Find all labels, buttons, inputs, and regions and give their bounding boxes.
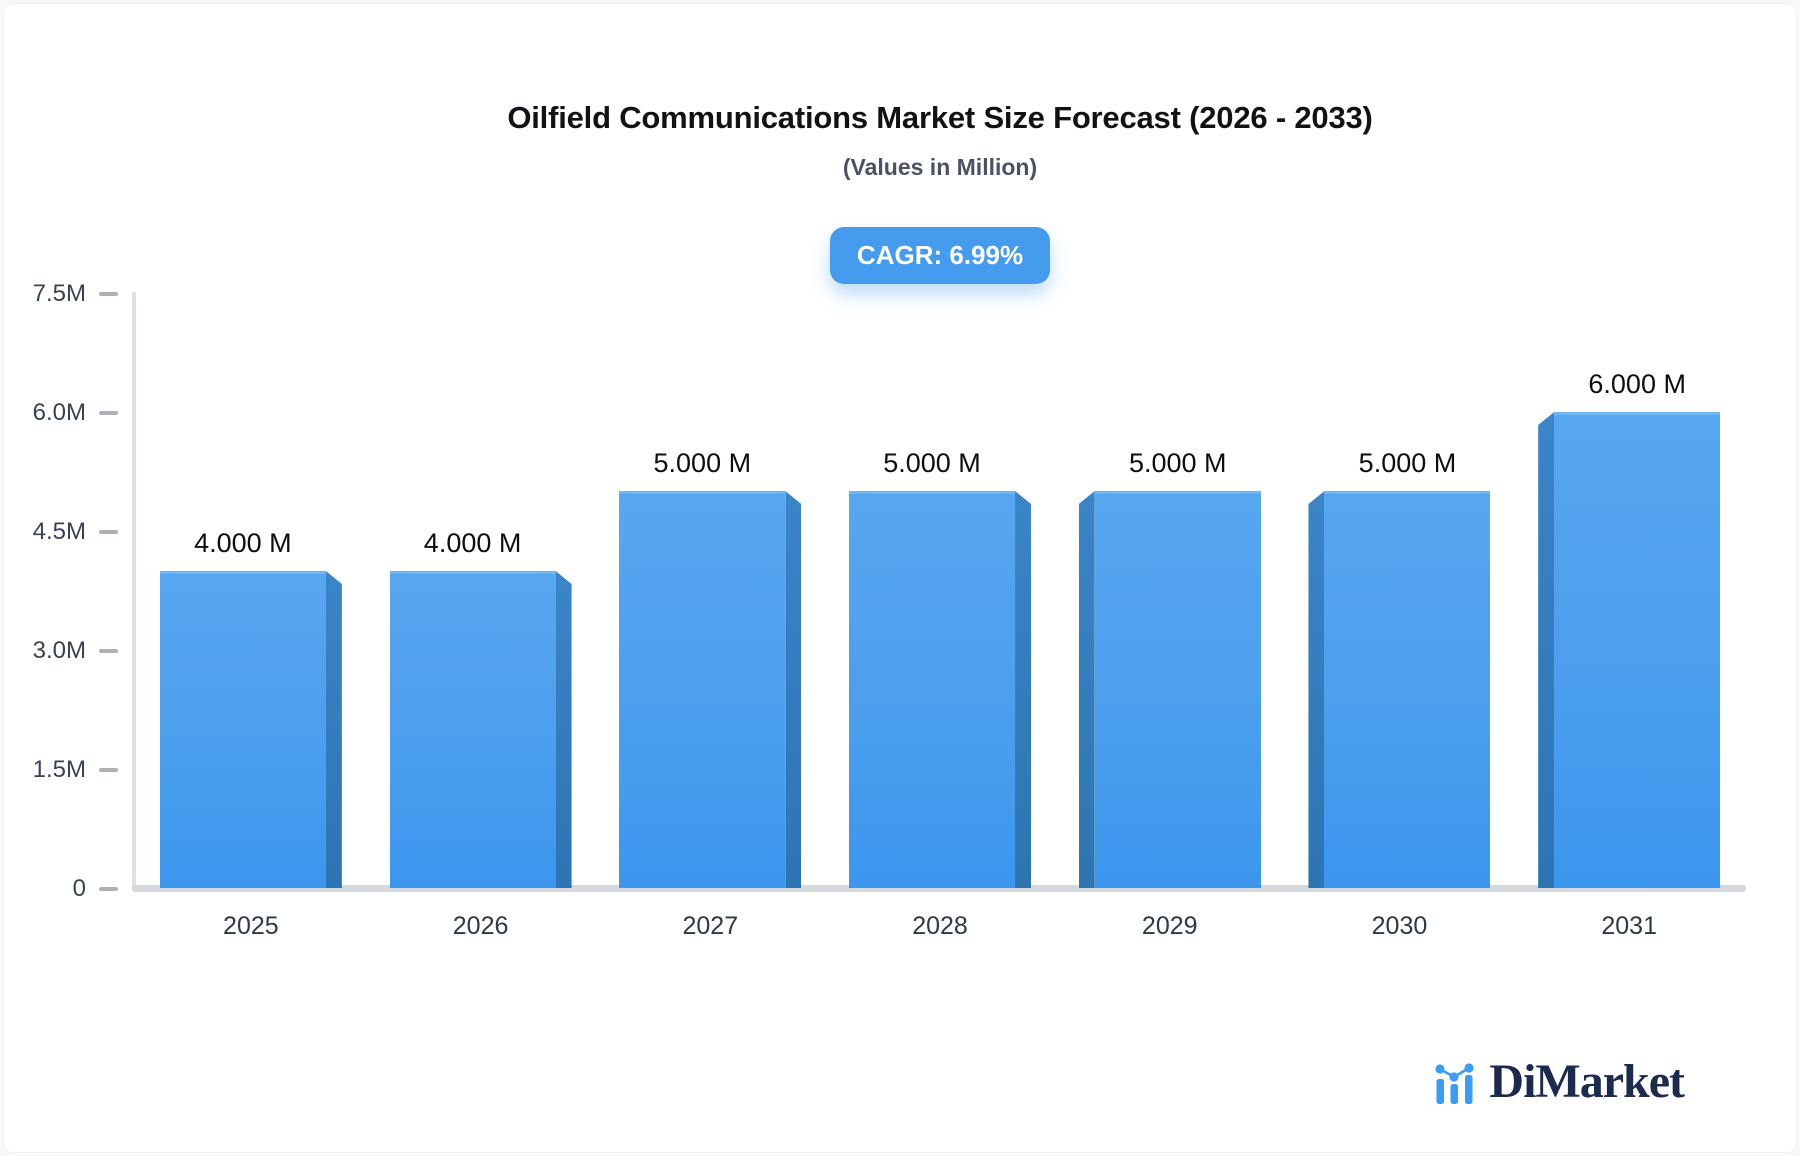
bar-face [1554, 412, 1721, 888]
bar-face [389, 571, 556, 888]
logo-text: DiMarket [1489, 1055, 1685, 1108]
y-tick-label: 4.5M [32, 518, 86, 545]
bar-2026[interactable] [389, 571, 572, 888]
bar-2027[interactable] [619, 491, 802, 888]
x-axis-label-2029: 2029 [1141, 912, 1198, 940]
x-axis-label-2025: 2025 [223, 912, 279, 940]
chart-title: Oilfield Communications Market Size Fore… [507, 100, 1373, 135]
bar-face [1094, 491, 1261, 888]
y-axis: 7.5M 6.0M 4.5M 3.0M 1.5M 0 [4, 280, 132, 902]
y-tick-label: 0 [72, 875, 86, 902]
bar-value-label-2026: 4.000 M [423, 528, 522, 558]
y-axis-line [132, 292, 136, 889]
y-tick-mark [99, 887, 118, 891]
bar-face [849, 491, 1016, 888]
bar-value-label-2030: 5.000 M [1358, 448, 1457, 478]
bar-value-label-2029: 5.000 M [1128, 448, 1227, 478]
bar-face [1324, 491, 1491, 888]
bar-value-label-2025: 4.000 M [194, 528, 292, 558]
chart-column-2029: 5.000 M 2029 [1055, 294, 1285, 940]
y-tick-mark [99, 530, 118, 534]
x-axis-label-2028: 2028 [912, 912, 968, 940]
chart-column-2025: 4.000 M 2025 [136, 294, 366, 940]
bar-3d-side [1308, 491, 1325, 888]
bar-face [619, 491, 786, 888]
y-tick-mark [99, 649, 118, 653]
y-tick-mark [99, 292, 118, 296]
bar-2031[interactable] [1538, 412, 1721, 888]
bar-3d-side [1015, 491, 1032, 888]
chart-column-2026: 4.000 M 2026 [366, 294, 596, 940]
bar-2028[interactable] [849, 491, 1032, 888]
x-axis-label-2031: 2031 [1601, 912, 1657, 940]
bar-2029[interactable] [1078, 491, 1261, 888]
chart-column-2031: 6.000 M 2031 [1514, 294, 1744, 940]
y-tick-mark [99, 411, 118, 415]
x-axis-baseline [132, 885, 1746, 892]
chart-card: Oilfield Communications Market Size Fore… [3, 3, 1797, 1153]
cagr-badge-wrap: CAGR: 6.99% [136, 227, 1744, 284]
x-axis-label-2026: 2026 [452, 912, 509, 940]
x-axis-label-2027: 2027 [682, 912, 739, 940]
chart-column-2030: 5.000 M 2030 [1285, 294, 1515, 940]
y-tick-label: 6.0M [32, 399, 86, 426]
bar-3d-side [1538, 412, 1555, 888]
bar-value-label-2031: 6.000 M [1588, 369, 1686, 399]
y-tick-label: 1.5M [32, 756, 86, 783]
bar-value-label-2028: 5.000 M [883, 448, 981, 478]
bar-3d-side [1078, 491, 1095, 888]
bar-2025[interactable] [159, 571, 342, 888]
y-tick-mark [99, 768, 118, 772]
bar-2030[interactable] [1308, 491, 1491, 888]
dimarket-logo[interactable]: DiMarket [1434, 1044, 1685, 1108]
x-axis-label-2030: 2030 [1371, 912, 1428, 940]
bar-value-label-2027: 5.000 M [653, 448, 752, 478]
cagr-badge: CAGR: 6.99% [829, 227, 1051, 284]
plot-area: 4.000 M 2025 4.000 M 2026 5.000 M 2027 5.000 M… [136, 294, 1744, 940]
chart-subtitle: (Values in Million) [842, 154, 1038, 180]
bar-chart-logo-icon [1435, 1063, 1475, 1104]
y-tick-label: 7.5M [32, 280, 86, 307]
bar-3d-side [785, 491, 802, 888]
chart-column-2028: 5.000 M 2028 [825, 294, 1055, 940]
bar-3d-side [325, 571, 342, 888]
chart-column-2027: 5.000 M 2027 [595, 294, 825, 940]
bar-3d-side [555, 571, 572, 888]
y-tick-label: 3.0M [32, 637, 86, 664]
bar-face [159, 571, 326, 888]
